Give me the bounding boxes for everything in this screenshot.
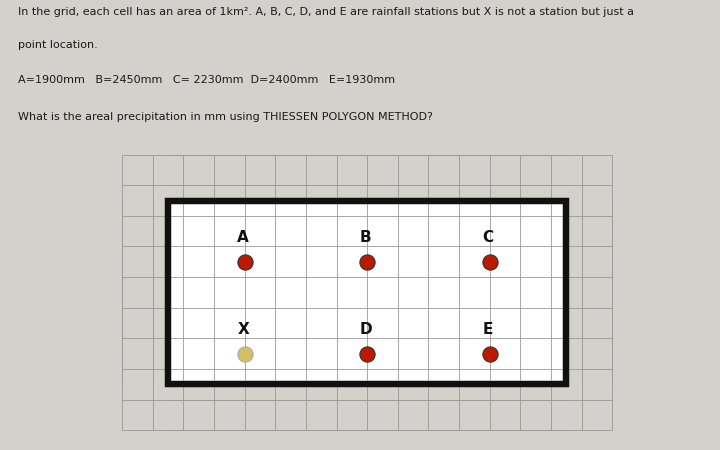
Text: What is the areal precipitation in mm using THIESSEN POLYGON METHOD?: What is the areal precipitation in mm us… [18, 112, 433, 122]
Point [361, 350, 373, 357]
Point [484, 258, 495, 265]
Point [484, 350, 495, 357]
Text: point location.: point location. [18, 40, 98, 50]
Text: In the grid, each cell has an area of 1km². A, B, C, D, and E are rainfall stati: In the grid, each cell has an area of 1k… [18, 7, 634, 17]
Point [239, 350, 251, 357]
Point [361, 258, 373, 265]
Text: D: D [359, 322, 372, 337]
Text: A=1900mm   B=2450mm   C= 2230mm  D=2400mm   E=1930mm: A=1900mm B=2450mm C= 2230mm D=2400mm E=1… [18, 75, 395, 85]
Point [239, 258, 251, 265]
Text: B: B [360, 230, 372, 245]
Text: C: C [482, 230, 494, 245]
Bar [168, 201, 566, 384]
Text: E: E [483, 322, 493, 337]
Text: X: X [238, 322, 249, 337]
Bar [168, 201, 566, 384]
Text: A: A [238, 230, 249, 245]
